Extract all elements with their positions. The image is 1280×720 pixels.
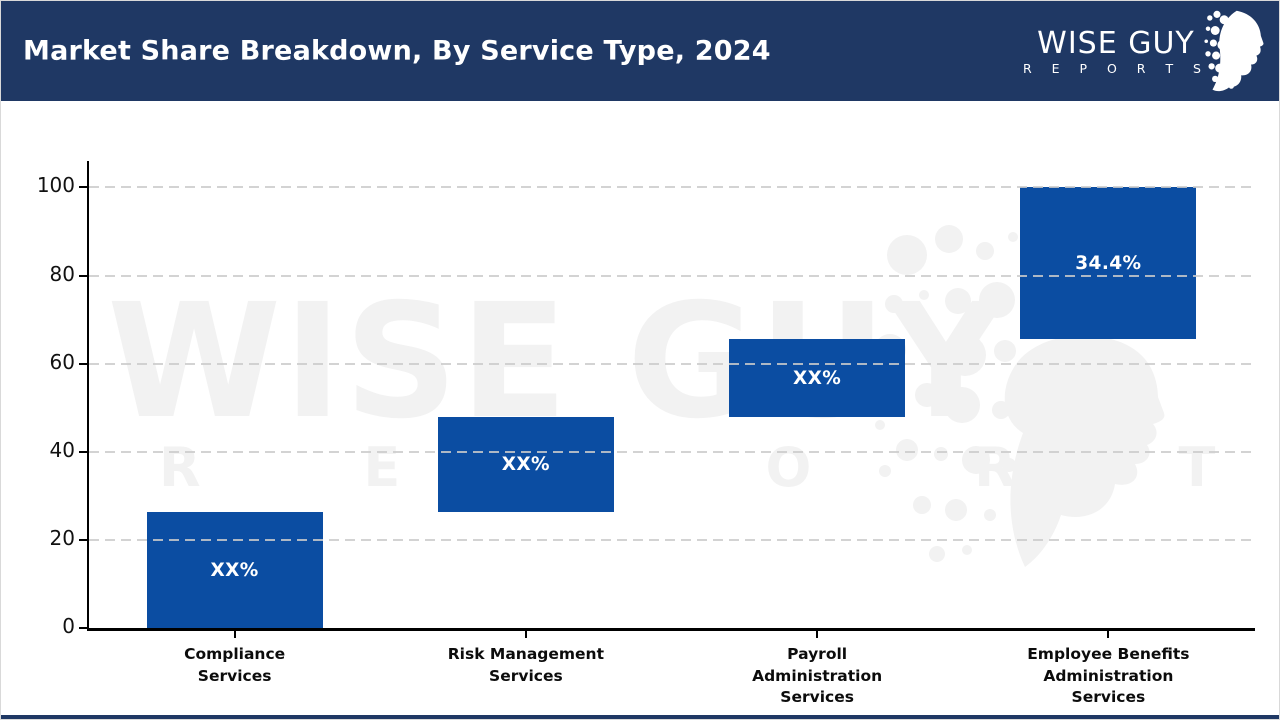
bar-segment: 34.4%: [1020, 187, 1197, 339]
y-axis-tick-mark: [79, 186, 87, 189]
logo-head-icon: [1204, 10, 1264, 92]
header-bar: Market Share Breakdown, By Service Type,…: [1, 1, 1279, 101]
bar-segment: XX%: [437, 417, 614, 513]
logo-wordmark: WISE GUY: [1037, 25, 1195, 61]
bar-value-label: XX%: [210, 559, 259, 581]
y-axis-tick-mark: [79, 627, 87, 629]
logo-text: WISE GUY R E P O R T S: [1023, 28, 1209, 77]
x-axis-category-label: Employee Benefits Administration Service…: [1027, 645, 1190, 707]
bar-value-label: XX%: [792, 367, 842, 389]
plot-area: XX% Compliance Services XX% Risk Management…: [37, 161, 1255, 706]
x-axis-category-label: Payroll Administration Services: [752, 645, 883, 707]
wise-guy-logo: WISE GUY R E P O R T S: [1023, 9, 1273, 95]
y-axis-spine: [87, 161, 89, 631]
gridline: [89, 450, 1254, 453]
y-axis-tick-label: 20: [49, 525, 75, 550]
bar-segment: XX%: [729, 338, 906, 418]
y-axis-tick-label: 0: [62, 614, 75, 638]
x-axis-tick-mark: [233, 631, 236, 638]
x-axis-tick-mark: [1107, 631, 1110, 638]
x-axis-tick-mark: [524, 631, 527, 638]
x-axis-category-label: Risk Management Services: [447, 645, 605, 685]
y-axis-tick-label: 100: [36, 173, 75, 198]
bar-value-label: 34.4%: [1075, 252, 1142, 274]
logo-subtitle: R E P O R T S: [1022, 61, 1209, 77]
y-axis-tick-mark: [79, 450, 87, 453]
y-axis-tick-label: 40: [49, 437, 75, 462]
chart-title: Market Share Breakdown, By Service Type,…: [23, 35, 771, 67]
footer-accent-bar: [1, 715, 1279, 719]
gridline: [89, 538, 1254, 541]
y-axis-tick-label: 60: [49, 349, 75, 374]
x-axis-line: [87, 628, 1255, 631]
y-axis-tick-mark: [79, 538, 87, 541]
x-axis-category-label: Compliance Services: [184, 645, 286, 685]
y-axis-tick-mark: [79, 274, 87, 277]
y-axis-tick-mark: [79, 362, 87, 365]
x-axis-tick-mark: [816, 631, 819, 638]
gridline: [89, 186, 1254, 189]
bar-segment: XX%: [146, 512, 323, 628]
gridline: [89, 362, 1254, 365]
gridline: [89, 274, 1254, 277]
bar-value-label: XX%: [501, 454, 550, 476]
y-axis-tick-label: 80: [49, 261, 75, 286]
